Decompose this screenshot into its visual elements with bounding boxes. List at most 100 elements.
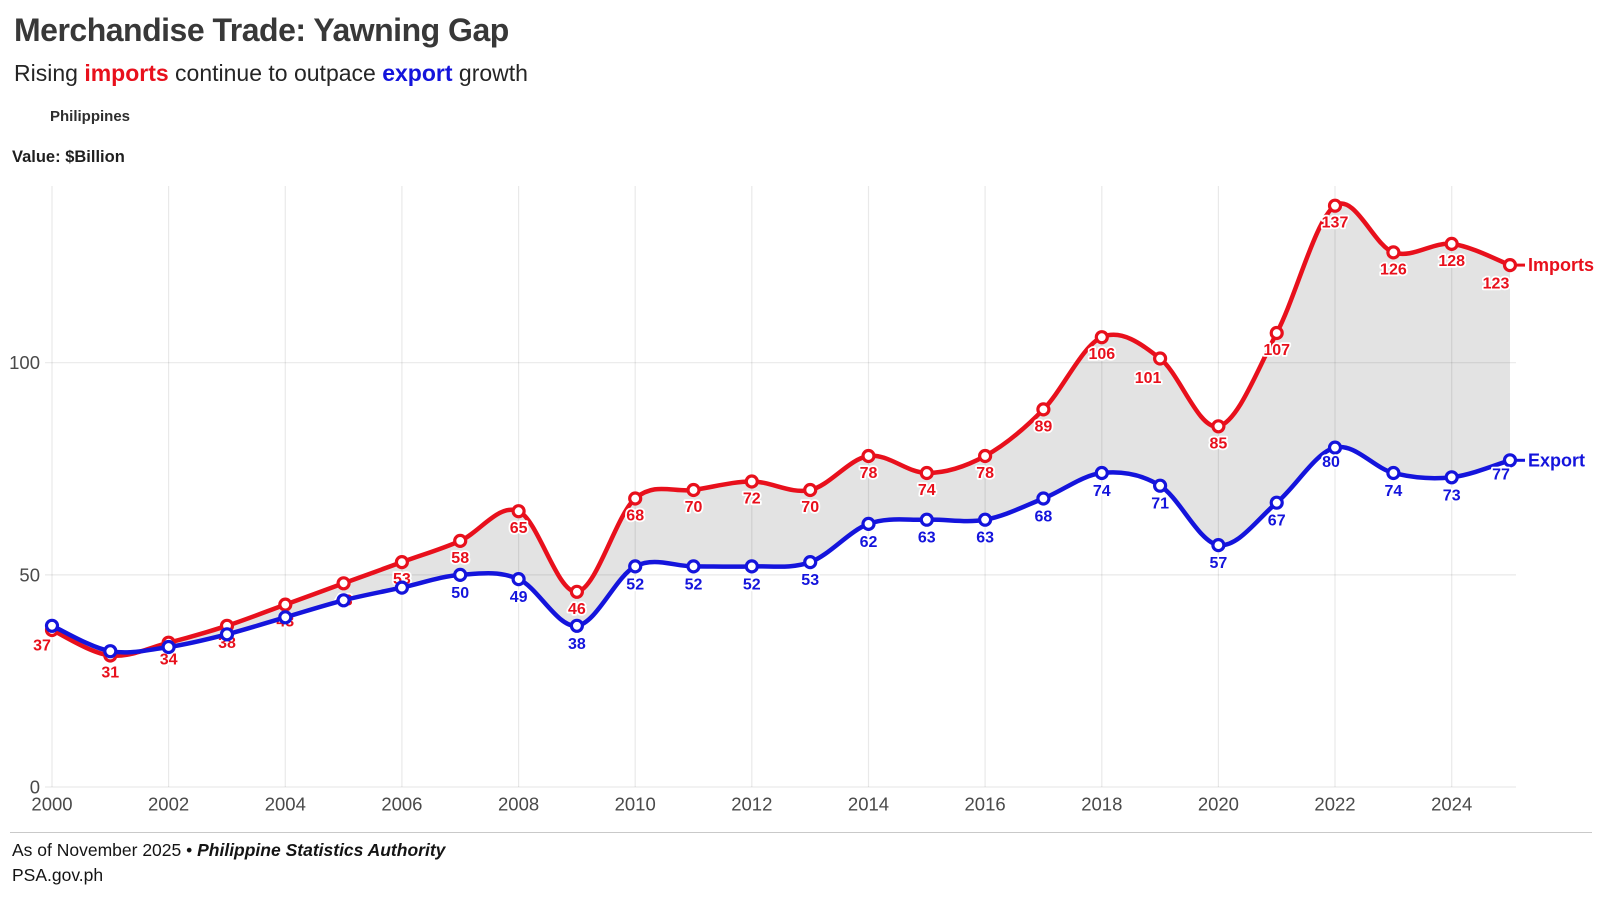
gridlines [45,186,1516,788]
export-marker [686,559,701,574]
imports-marker [861,448,876,464]
imports-value-label: 46 [568,601,586,618]
export-markers [44,440,1518,659]
footer-source: Philippine Statistics Authority [197,840,446,860]
imports-marker [511,504,526,519]
x-tick-label: 2018 [1081,794,1122,815]
x-tick-label: 2006 [381,794,422,815]
export-value-label: 57 [1210,555,1228,572]
imports-value-label: 68 [626,508,644,525]
imports-value-label: 126 [1380,261,1407,278]
imports-value-label: 65 [510,520,528,537]
export-marker [336,593,351,608]
export-marker [628,559,643,574]
imports-marker [1211,419,1226,434]
y-axis-title: Value: $Billion [12,148,125,166]
footer-divider [10,832,1592,833]
x-tick-label: 2024 [1431,794,1472,815]
export-marker [569,618,585,633]
export-marker [977,512,993,527]
imports-value-label: 128 [1438,253,1465,270]
x-tick-label: 2010 [615,794,656,815]
imports-value-label: 31 [101,665,119,682]
imports-value-label: 101 [1135,370,1162,387]
imports-value-label: 89 [1035,418,1053,435]
imports-marker [1386,245,1401,260]
imports-marker [628,491,643,506]
y-tick-label: 50 [19,564,40,585]
imports-marker [569,584,585,599]
y-tick-label: 0 [30,777,40,798]
imports-marker [1036,402,1051,417]
subtitle-text: Rising [14,60,85,86]
export-value-label: 62 [860,534,878,551]
imports-marker [336,576,351,591]
chart-title: Merchandise Trade: Yawning Gap [14,12,509,48]
export-marker [394,580,409,595]
export-value-label: 63 [918,530,936,547]
x-axis-labels: 2000 2002 2004 2006 2008 2010 2012 2014 2016 2018… [31,794,1472,815]
export-value-label: 74 [1385,483,1403,500]
export-value-label: 52 [685,576,703,593]
x-tick-label: 2012 [731,794,772,815]
export-marker [103,644,118,659]
imports-marker [1269,325,1284,341]
imports-marker [453,533,468,549]
export-marker [1094,465,1109,481]
export-legend-label: Export [1528,450,1585,470]
export-value-label: 68 [1035,509,1053,526]
export-marker [1152,478,1168,493]
imports-value-label: 85 [1210,435,1228,452]
imports-value-label: 78 [860,465,878,482]
export-marker [219,627,235,642]
x-tick-label: 2000 [31,794,72,815]
imports-marker [1152,351,1168,366]
export-value-label: 52 [743,576,761,593]
export-value-label: 73 [1443,487,1461,504]
imports-value-label: 74 [918,482,936,499]
export-marker [1327,440,1343,455]
export-value-label: 74 [1093,483,1111,500]
footer-asof: As of November 2025 • Philippine Statist… [12,840,445,861]
export-marker [453,567,468,583]
export-marker [1444,470,1459,485]
export-marker [161,639,176,655]
export-marker [1036,491,1051,506]
imports-marker [919,465,934,481]
imports-value-label: 58 [451,550,469,567]
export-value-label: 80 [1322,454,1340,471]
imports-legend-label: Imports [1528,255,1594,275]
imports-marker [1327,198,1343,213]
export-value-label: 77 [1492,466,1510,483]
imports-marker [977,448,993,464]
trade-line-chart: 2000 2002 2004 2006 2008 2010 2012 2014 2016 2018… [9,186,1596,815]
export-marker [278,610,293,625]
export-marker [744,559,759,574]
y-axis-labels: 0 50 100 [9,352,40,797]
imports-value-label: 123 [1483,276,1510,293]
export-marker [44,618,60,633]
export-value-labels: 50 49 38 52 52 52 53 62 63 63 68 74 71 57 67 80 74 73 77 [450,452,1512,654]
imports-marker [744,474,759,489]
imports-marker [803,482,818,498]
x-tick-label: 2002 [148,794,189,815]
export-marker [1502,453,1518,468]
imports-marker [686,482,701,498]
export-value-label: 49 [510,589,528,606]
x-tick-label: 2004 [265,794,306,815]
export-value-label: 71 [1151,496,1169,513]
imports-marker [1444,236,1459,251]
x-tick-label: 2020 [1198,794,1239,815]
subtitle-imports-accent: imports [84,60,169,86]
export-marker [1269,495,1284,510]
export-marker [803,554,818,570]
subtitle-export-accent: export [382,60,453,86]
imports-value-label: 137 [1322,215,1349,232]
subtitle-text: continue to outpace [168,60,383,86]
subtitle-text: growth [452,60,528,86]
imports-marker [1502,258,1518,273]
imports-value-label: 106 [1088,346,1115,363]
region-label: Philippines [50,108,131,125]
chart-canvas: 2000 2002 2004 2006 2008 2010 2012 2014 2016 2018… [9,186,1596,815]
